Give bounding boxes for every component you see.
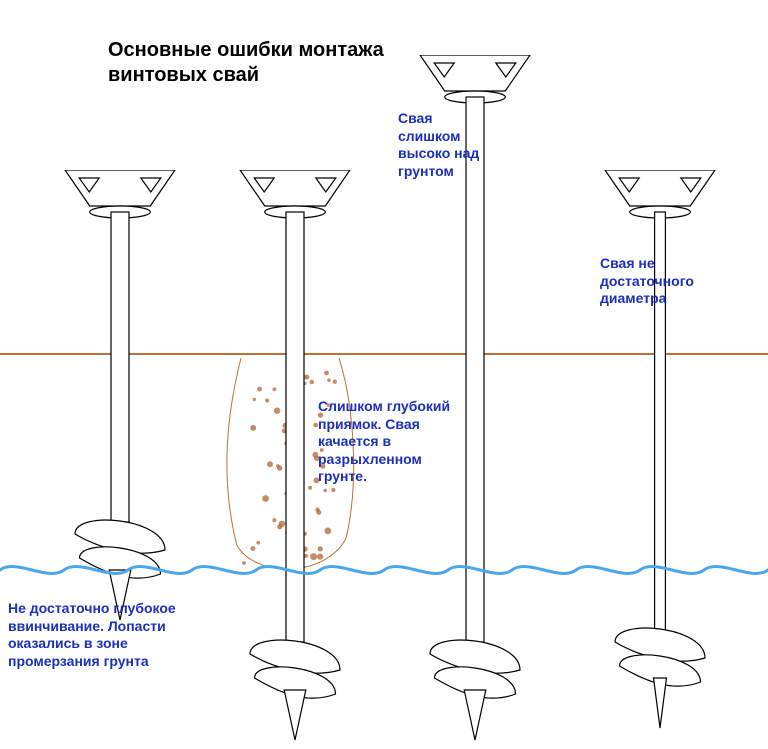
- ann-thin: Свая не достаточного диаметра: [600, 255, 694, 308]
- pile-1-shallow: [60, 170, 180, 628]
- diagram-canvas: Основные ошибки монтажа винтовых свай Св…: [0, 0, 768, 749]
- diagram-title: Основные ошибки монтажа винтовых свай: [108, 38, 384, 88]
- ann-shallow: Не достаточно глубокое ввинчивание. Лопа…: [8, 600, 176, 670]
- ann-too-high: Свая слишком высоко над грунтом: [398, 110, 479, 180]
- ann-deep-pit: Слишком глубокий приямок. Свая качается …: [318, 398, 450, 486]
